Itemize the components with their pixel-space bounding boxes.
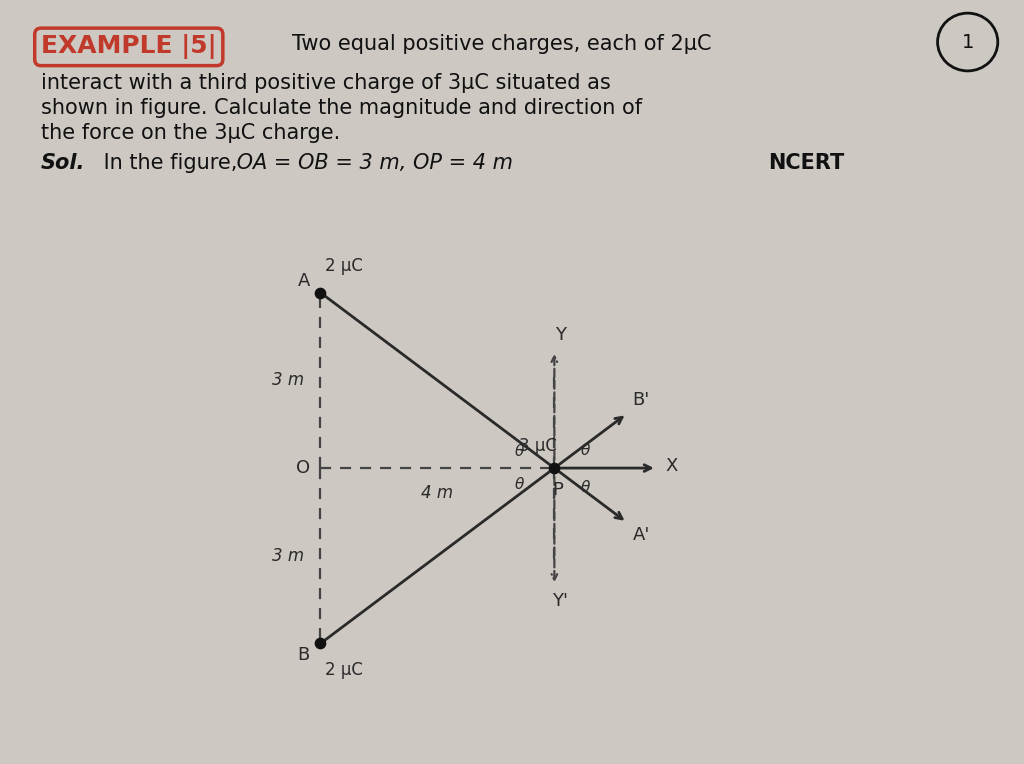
Text: NCERT: NCERT — [768, 153, 844, 173]
Text: A: A — [298, 272, 310, 290]
Text: 3 m: 3 m — [272, 547, 304, 565]
Text: the force on the 3μC charge.: the force on the 3μC charge. — [41, 123, 340, 143]
Text: 4 m: 4 m — [421, 484, 454, 503]
Text: 2 μC: 2 μC — [326, 257, 364, 275]
Text: Y': Y' — [552, 592, 568, 610]
Text: $\theta$: $\theta$ — [514, 476, 525, 492]
Text: 3 m: 3 m — [272, 371, 304, 390]
Text: interact with a third positive charge of 3μC situated as: interact with a third positive charge of… — [41, 73, 610, 92]
Text: shown in figure. Calculate the magnitude and direction of: shown in figure. Calculate the magnitude… — [41, 98, 642, 118]
Text: B': B' — [633, 391, 650, 409]
Point — [546, 462, 562, 474]
Text: 3 μC: 3 μC — [519, 437, 557, 455]
Text: O: O — [296, 459, 310, 477]
Point — [312, 637, 329, 649]
Text: 1: 1 — [962, 33, 974, 51]
Text: Two equal positive charges, each of 2μC: Two equal positive charges, each of 2μC — [292, 34, 712, 54]
Text: A': A' — [633, 526, 650, 544]
Text: 2 μC: 2 μC — [326, 661, 364, 679]
Text: Y: Y — [555, 326, 565, 344]
Text: OA = OB = 3 m, OP = 4 m: OA = OB = 3 m, OP = 4 m — [230, 153, 513, 173]
Text: X: X — [666, 457, 678, 474]
Text: Sol.: Sol. — [41, 153, 85, 173]
Text: $\theta$: $\theta$ — [514, 442, 525, 458]
Text: EXAMPLE |5|: EXAMPLE |5| — [41, 34, 217, 60]
Text: P: P — [552, 481, 563, 499]
Text: $\theta$: $\theta$ — [580, 442, 591, 458]
Text: $\theta$: $\theta$ — [580, 478, 591, 494]
Point — [312, 286, 329, 299]
Text: In the figure,: In the figure, — [97, 153, 238, 173]
Text: B: B — [298, 646, 310, 665]
